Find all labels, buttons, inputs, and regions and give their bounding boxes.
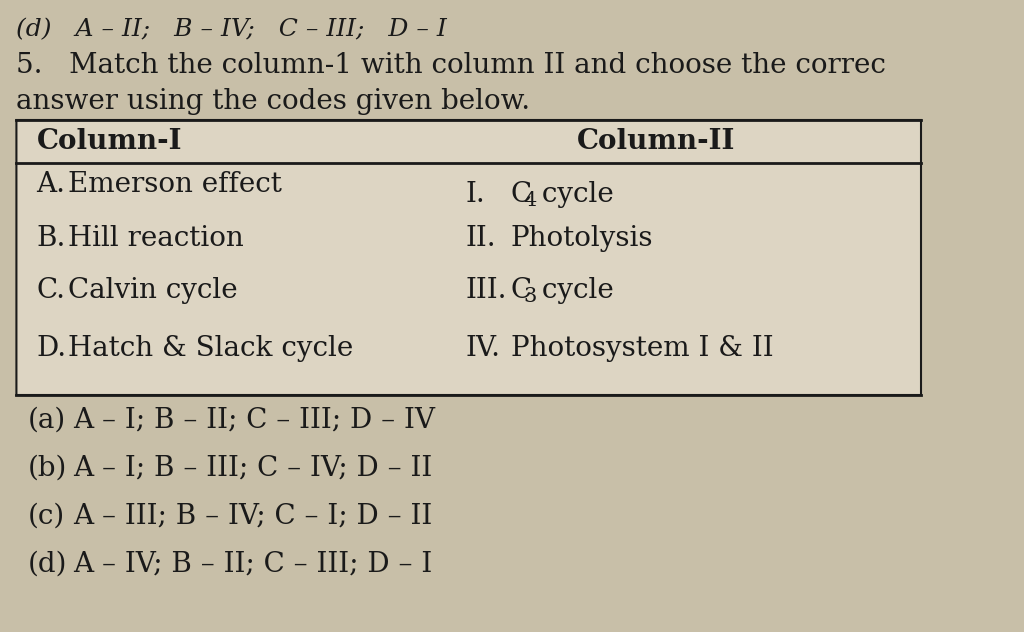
Text: A.: A. xyxy=(37,171,66,198)
Text: answer using the codes given below.: answer using the codes given below. xyxy=(16,88,530,115)
Text: Hatch & Slack cycle: Hatch & Slack cycle xyxy=(69,334,353,362)
Text: A – III; B – IV; C – I; D – II: A – III; B – IV; C – I; D – II xyxy=(73,502,432,530)
Text: II.: II. xyxy=(465,224,496,252)
Text: C: C xyxy=(511,181,531,209)
Text: Photolysis: Photolysis xyxy=(511,224,653,252)
Text: C.: C. xyxy=(37,277,66,305)
Text: A – IV; B – II; C – III; D – I: A – IV; B – II; C – III; D – I xyxy=(73,550,432,578)
Text: (b): (b) xyxy=(28,454,67,482)
Text: Photosystem I & II: Photosystem I & II xyxy=(511,334,773,362)
Text: (a): (a) xyxy=(28,406,66,434)
Text: 5.   Match the column-1 with column II and choose the correc: 5. Match the column-1 with column II and… xyxy=(16,52,887,79)
Text: (d)   A – II;   B – IV;   C – III;   D – I: (d) A – II; B – IV; C – III; D – I xyxy=(16,18,447,41)
Text: 4: 4 xyxy=(523,191,537,210)
Text: A – I; B – III; C – IV; D – II: A – I; B – III; C – IV; D – II xyxy=(73,454,432,482)
FancyBboxPatch shape xyxy=(16,120,921,395)
Text: Column-I: Column-I xyxy=(37,128,182,155)
Text: A – I; B – II; C – III; D – IV: A – I; B – II; C – III; D – IV xyxy=(73,406,435,434)
Text: Column-II: Column-II xyxy=(578,128,736,155)
Text: IV.: IV. xyxy=(465,334,500,362)
Text: D.: D. xyxy=(37,334,67,362)
Text: III.: III. xyxy=(465,277,507,303)
Text: Calvin cycle: Calvin cycle xyxy=(69,277,238,305)
Text: (d): (d) xyxy=(28,550,67,578)
Text: cycle: cycle xyxy=(534,181,614,209)
Text: cycle: cycle xyxy=(534,277,614,303)
Text: Hill reaction: Hill reaction xyxy=(69,224,244,252)
Text: C: C xyxy=(511,277,531,303)
Text: 3: 3 xyxy=(523,286,537,305)
Text: B.: B. xyxy=(37,224,66,252)
Text: Emerson effect: Emerson effect xyxy=(69,171,283,198)
Text: (c): (c) xyxy=(28,502,65,530)
Text: I.: I. xyxy=(465,181,484,209)
